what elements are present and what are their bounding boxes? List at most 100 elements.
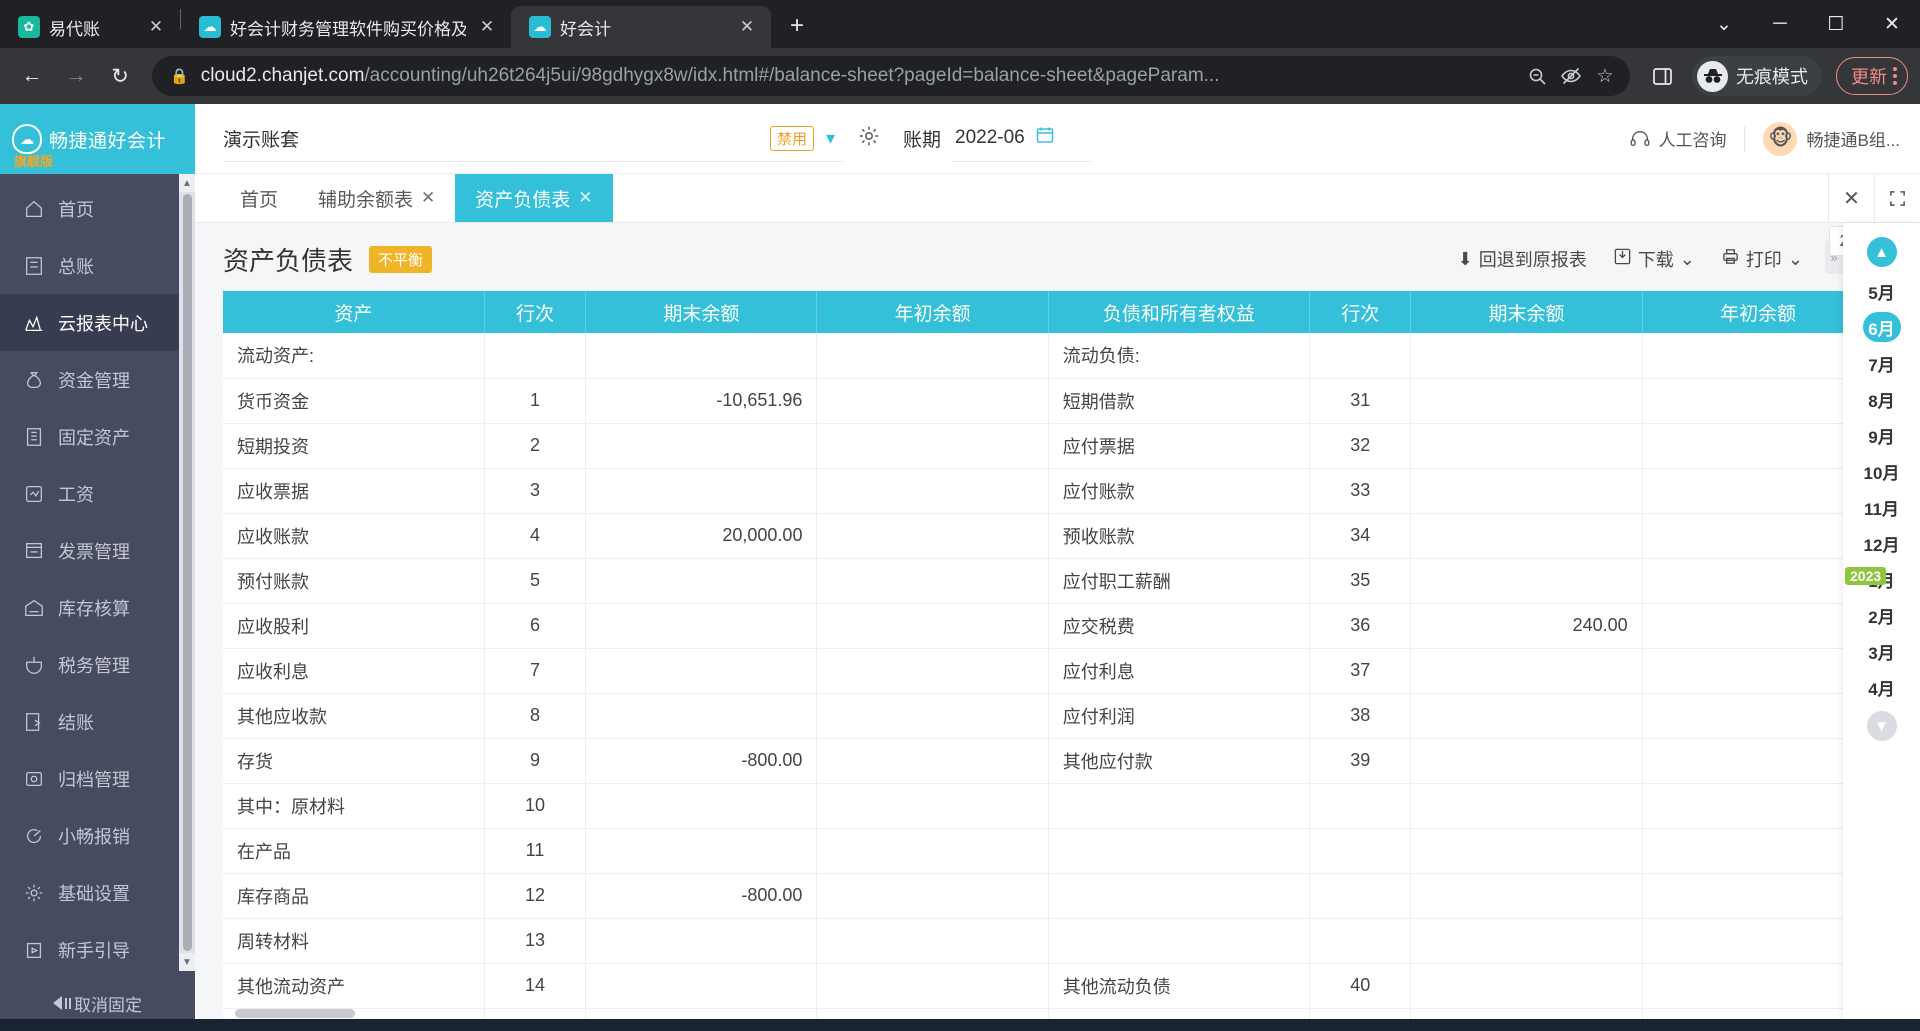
horizontal-scrollbar[interactable] [195,1009,1843,1019]
rollback-button[interactable]: ⬇ 回退到原报表 [1458,246,1587,272]
sidebar-item-general-ledger[interactable]: 总账 [0,237,195,294]
month-item[interactable]: 6月 [1843,309,1920,345]
month-item[interactable]: 8月 [1843,381,1920,417]
month-item[interactable]: 2月 [1843,597,1920,633]
cell-asset-line-no: 6 [484,603,587,649]
table-row[interactable]: 应收票据 3 应付账款 33 [223,468,1875,514]
month-item[interactable]: 10月 [1843,453,1920,489]
table-row[interactable]: 其中：原材料 10 [223,783,1875,829]
address-bar[interactable]: 🔒 cloud2.chanjet.com/accounting/uh26t264… [152,56,1630,96]
sidebar-item-payroll[interactable]: 工资 [0,465,195,522]
period-selector[interactable]: 2022-06 [951,116,1092,162]
month-item[interactable]: 3月 [1843,633,1920,669]
table-row[interactable]: 库存商品 12 -800.00 [223,873,1875,919]
unpin-sidebar-button[interactable]: 取消固定 [0,975,195,1031]
month-item[interactable]: 9月 [1843,417,1920,453]
sidebar-item-home[interactable]: 首页 [0,180,195,237]
cell-asset-name: 其他应收款 [223,693,485,739]
cell-liability-ending [1410,648,1643,694]
download-button[interactable]: 下载 ⌄ [1613,246,1695,272]
browser-tab-3-close-icon[interactable]: ✕ [739,17,755,36]
sidebar-item-invoice-management[interactable]: 发票管理 [0,522,195,579]
browser-tab-3-title: 好会计 [560,19,611,39]
scroll-up-icon[interactable]: ▲ [179,174,195,192]
forward-icon[interactable]: → [65,64,87,87]
sidebar-item-fixed-assets[interactable]: 固定资产 [0,408,195,465]
table-row[interactable]: 其他流动资产 14 其他流动负债 40 [223,963,1875,1009]
table-row[interactable]: 货币资金 1 -10,651.96 短期借款 31 [223,378,1875,424]
browser-tab-2-close-icon[interactable]: ✕ [479,17,495,36]
home-icon [22,197,45,220]
month-item[interactable]: 12月 [1843,525,1920,561]
table-row[interactable]: 短期投资 2 应付票据 32 [223,423,1875,469]
fullscreen-icon[interactable] [1874,174,1920,223]
zoom-out-icon[interactable] [1520,59,1554,93]
sidebar-scrollbar[interactable]: ▲ ▼ [179,174,195,971]
tab-close-icon[interactable]: ✕ [578,188,593,207]
scrollbar-thumb[interactable] [182,194,192,951]
close-all-tabs-icon[interactable]: ✕ [1828,174,1874,223]
chevron-up-icon[interactable]: ▲ [1866,237,1897,267]
ledger-icon [22,254,45,277]
window-close-icon[interactable]: ✕ [1884,13,1900,35]
table-row[interactable]: 应收股利 6 应交税费 36 240.00 [223,603,1875,649]
browser-menu-icon[interactable] [1893,67,1897,85]
tab-search-icon[interactable]: ⌄ [1716,13,1732,35]
sidebar-item-tax-management[interactable]: 税务管理 [0,636,195,693]
table-row[interactable]: 预付账款 5 应付职工薪酬 35 [223,558,1875,604]
calendar-icon[interactable] [1035,125,1055,151]
table-row[interactable]: 应收账款 4 20,000.00 预收账款 34 [223,513,1875,559]
ledger-name: 演示账套 [223,129,300,151]
browser-tab-3[interactable]: ☁ 好会计 ✕ [511,6,771,48]
table-row[interactable]: 存货 9 -800.00 其他应付款 39 [223,738,1875,784]
print-button[interactable]: 打印 ⌄ [1721,246,1803,272]
incognito-indicator[interactable]: 无痕模式 [1692,56,1822,96]
side-panel-icon[interactable] [1642,56,1682,96]
tab-balance-sheet[interactable]: 资产负债表 ✕ [455,174,613,222]
scrollbar-thumb[interactable] [235,1009,355,1018]
sidebar-item-fund-management[interactable]: 资金管理 [0,351,195,408]
browser-tab-1[interactable]: ✿ 易代账 ✕ [0,6,180,48]
user-menu[interactable]: 🐵 畅捷通B组... [1763,121,1900,156]
sidebar-item-archive-management[interactable]: 归档管理 [0,750,195,807]
scroll-down-icon[interactable]: ▼ [179,953,195,971]
table-row[interactable]: 在产品 11 [223,828,1875,874]
sidebar-item-closing[interactable]: 结账 [0,693,195,750]
customer-service-button[interactable]: 人工咨询 [1629,126,1726,151]
reload-icon[interactable]: ↻ [111,64,129,88]
maximize-icon[interactable]: ☐ [1827,13,1845,35]
month-item[interactable]: 4月 [1843,669,1920,705]
cell-asset-name: 应收账款 [223,513,485,559]
tab-auxiliary-balance[interactable]: 辅助余额表 ✕ [298,174,455,222]
tab-home[interactable]: 首页 [220,174,298,222]
gear-icon[interactable] [857,124,881,154]
eye-off-icon[interactable] [1554,59,1588,93]
month-item[interactable]: 5月 [1843,273,1920,309]
chevron-down-icon[interactable]: ▼ [1866,711,1897,741]
sidebar-item-cloud-report-center[interactable]: 云报表中心 [0,294,195,351]
new-tab-button[interactable]: + [789,12,804,39]
sidebar-item-beginner-guide[interactable]: 新手引导 [0,921,195,975]
back-icon[interactable]: ← [21,64,43,87]
month-item[interactable]: 20231月 [1843,561,1920,597]
cell-asset-ending [585,333,818,379]
update-button[interactable]: 更新 [1836,57,1908,95]
table-row[interactable]: 流动资产: 流动负债: [223,333,1875,379]
browser-tab-2[interactable]: ☁ 好会计财务管理软件购买价格及免... ✕ [181,6,511,48]
month-item[interactable]: 7月 [1843,345,1920,381]
table-row[interactable]: 周转材料 13 [223,918,1875,964]
sidebar-item-reimbursement[interactable]: 小畅报销 [0,807,195,864]
ledger-selector[interactable]: 演示账套 禁用 ▾ [223,116,843,162]
tab-close-icon[interactable]: ✕ [421,188,436,207]
minimize-icon[interactable]: ─ [1773,13,1787,34]
url-host: cloud2.chanjet.com [200,65,365,86]
table-row[interactable]: 应收利息 7 应付利息 37 [223,648,1875,694]
chevron-down-icon[interactable]: ▾ [825,127,835,148]
month-item[interactable]: 11月 [1843,489,1920,525]
browser-tab-1-close-icon[interactable]: ✕ [148,17,164,36]
sidebar-item-basic-settings[interactable]: 基础设置 [0,864,195,921]
table-header-row: 资产 行次 期末余额 年初余额 负债和所有者权益 行次 期末余额 年初余额 [223,291,1874,333]
table-row[interactable]: 其他应收款 8 应付利润 38 [223,693,1875,739]
bookmark-star-icon[interactable]: ☆ [1596,65,1614,87]
sidebar-item-inventory-accounting[interactable]: 库存核算 [0,579,195,636]
